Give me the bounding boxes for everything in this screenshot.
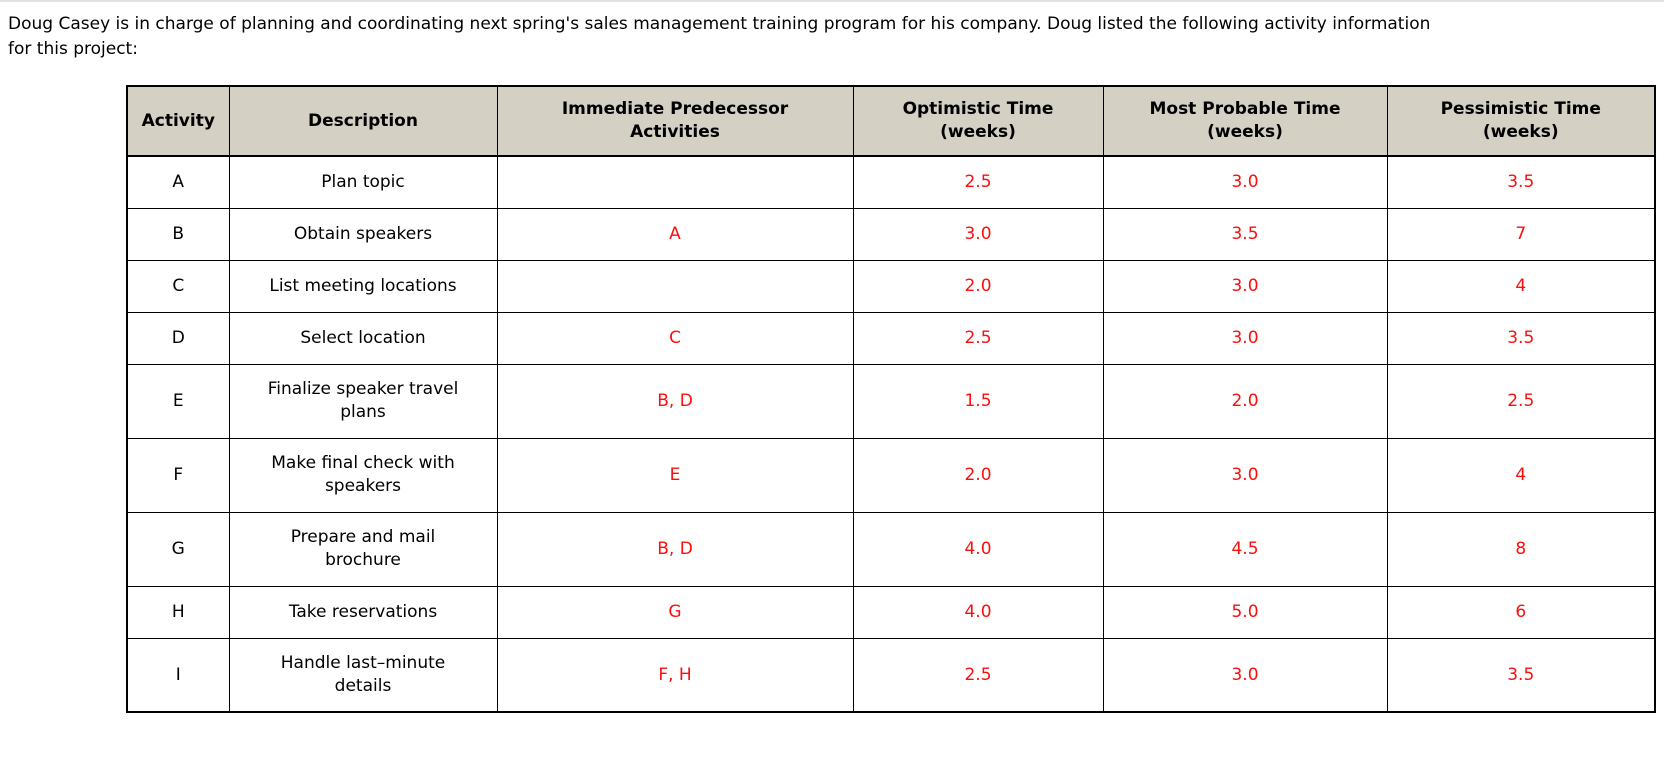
pessimistic-cell: 3.5	[1386, 637, 1656, 713]
pessimistic-cell: 2.5	[1386, 363, 1656, 439]
activity-cell: H	[126, 585, 230, 639]
pessimistic-cell: 4	[1386, 259, 1656, 313]
predecessors-cell: B, D	[496, 511, 854, 587]
table-row: D Select location C 2.5 3.0 3.5	[126, 311, 1656, 365]
most-probable-cell: 3.0	[1102, 259, 1388, 313]
pessimistic-cell: 4	[1386, 437, 1656, 513]
activity-cell: D	[126, 311, 230, 365]
most-probable-cell: 5.0	[1102, 585, 1388, 639]
column-header-pessimistic: Pessimistic Time (weeks)	[1386, 85, 1656, 157]
optimistic-cell: 1.5	[852, 363, 1104, 439]
header-row: Activity Description Immediate Predecess…	[126, 85, 1656, 157]
table-row: G Prepare and mail brochure B, D 4.0 4.5…	[126, 511, 1656, 587]
most-probable-cell: 3.0	[1102, 155, 1388, 209]
activity-cell: E	[126, 363, 230, 439]
intro-paragraph: Doug Casey is in charge of planning and …	[8, 14, 1431, 59]
column-header-description: Description	[228, 85, 498, 157]
activity-table: Activity Description Immediate Predecess…	[126, 85, 1656, 713]
description-cell: Handle last–minute details	[228, 637, 498, 713]
description-cell: Obtain speakers	[228, 207, 498, 261]
optimistic-cell: 2.5	[852, 311, 1104, 365]
table-row: I Handle last–minute details F, H 2.5 3.…	[126, 637, 1656, 713]
predecessors-cell	[496, 155, 854, 209]
description-cell: Prepare and mail brochure	[228, 511, 498, 587]
predecessors-cell	[496, 259, 854, 313]
description-cell: List meeting locations	[228, 259, 498, 313]
pessimistic-cell: 3.5	[1386, 311, 1656, 365]
most-probable-cell: 3.5	[1102, 207, 1388, 261]
description-cell: Make final check with speakers	[228, 437, 498, 513]
optimistic-cell: 4.0	[852, 511, 1104, 587]
column-header-most-probable: Most Probable Time (weeks)	[1102, 85, 1388, 157]
description-cell: Plan topic	[228, 155, 498, 209]
optimistic-cell: 2.0	[852, 437, 1104, 513]
description-cell: Select location	[228, 311, 498, 365]
table-row: A Plan topic 2.5 3.0 3.5	[126, 155, 1656, 209]
predecessors-cell: A	[496, 207, 854, 261]
predecessors-cell: F, H	[496, 637, 854, 713]
column-header-optimistic: Optimistic Time (weeks)	[852, 85, 1104, 157]
pessimistic-cell: 7	[1386, 207, 1656, 261]
most-probable-cell: 2.0	[1102, 363, 1388, 439]
optimistic-cell: 3.0	[852, 207, 1104, 261]
pessimistic-cell: 3.5	[1386, 155, 1656, 209]
table-row: C List meeting locations 2.0 3.0 4	[126, 259, 1656, 313]
activity-cell: G	[126, 511, 230, 587]
column-header-activity: Activity	[126, 85, 230, 157]
predecessors-cell: G	[496, 585, 854, 639]
table-row: H Take reservations G 4.0 5.0 6	[126, 585, 1656, 639]
most-probable-cell: 3.0	[1102, 437, 1388, 513]
predecessors-cell: C	[496, 311, 854, 365]
activity-cell: B	[126, 207, 230, 261]
description-cell: Take reservations	[228, 585, 498, 639]
table-row: E Finalize speaker travel plans B, D 1.5…	[126, 363, 1656, 439]
table-row: B Obtain speakers A 3.0 3.5 7	[126, 207, 1656, 261]
column-header-predecessors: Immediate Predecessor Activities	[496, 85, 854, 157]
most-probable-cell: 4.5	[1102, 511, 1388, 587]
predecessors-cell: E	[496, 437, 854, 513]
most-probable-cell: 3.0	[1102, 637, 1388, 713]
description-cell: Finalize speaker travel plans	[228, 363, 498, 439]
activity-cell: I	[126, 637, 230, 713]
activity-cell: F	[126, 437, 230, 513]
optimistic-cell: 2.5	[852, 637, 1104, 713]
most-probable-cell: 3.0	[1102, 311, 1388, 365]
table-row: F Make final check with speakers E 2.0 3…	[126, 437, 1656, 513]
pessimistic-cell: 6	[1386, 585, 1656, 639]
predecessors-cell: B, D	[496, 363, 854, 439]
optimistic-cell: 2.0	[852, 259, 1104, 313]
activity-cell: A	[126, 155, 230, 209]
optimistic-cell: 2.5	[852, 155, 1104, 209]
activity-cell: C	[126, 259, 230, 313]
optimistic-cell: 4.0	[852, 585, 1104, 639]
pessimistic-cell: 8	[1386, 511, 1656, 587]
